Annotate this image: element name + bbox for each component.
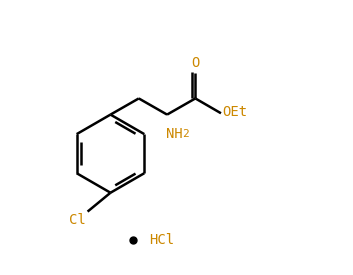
Text: HCl: HCl	[150, 233, 175, 247]
Text: Cl: Cl	[70, 213, 86, 227]
Text: OEt: OEt	[222, 105, 247, 119]
Text: NH: NH	[166, 127, 183, 141]
Text: 2: 2	[182, 130, 189, 139]
Text: O: O	[191, 56, 199, 70]
